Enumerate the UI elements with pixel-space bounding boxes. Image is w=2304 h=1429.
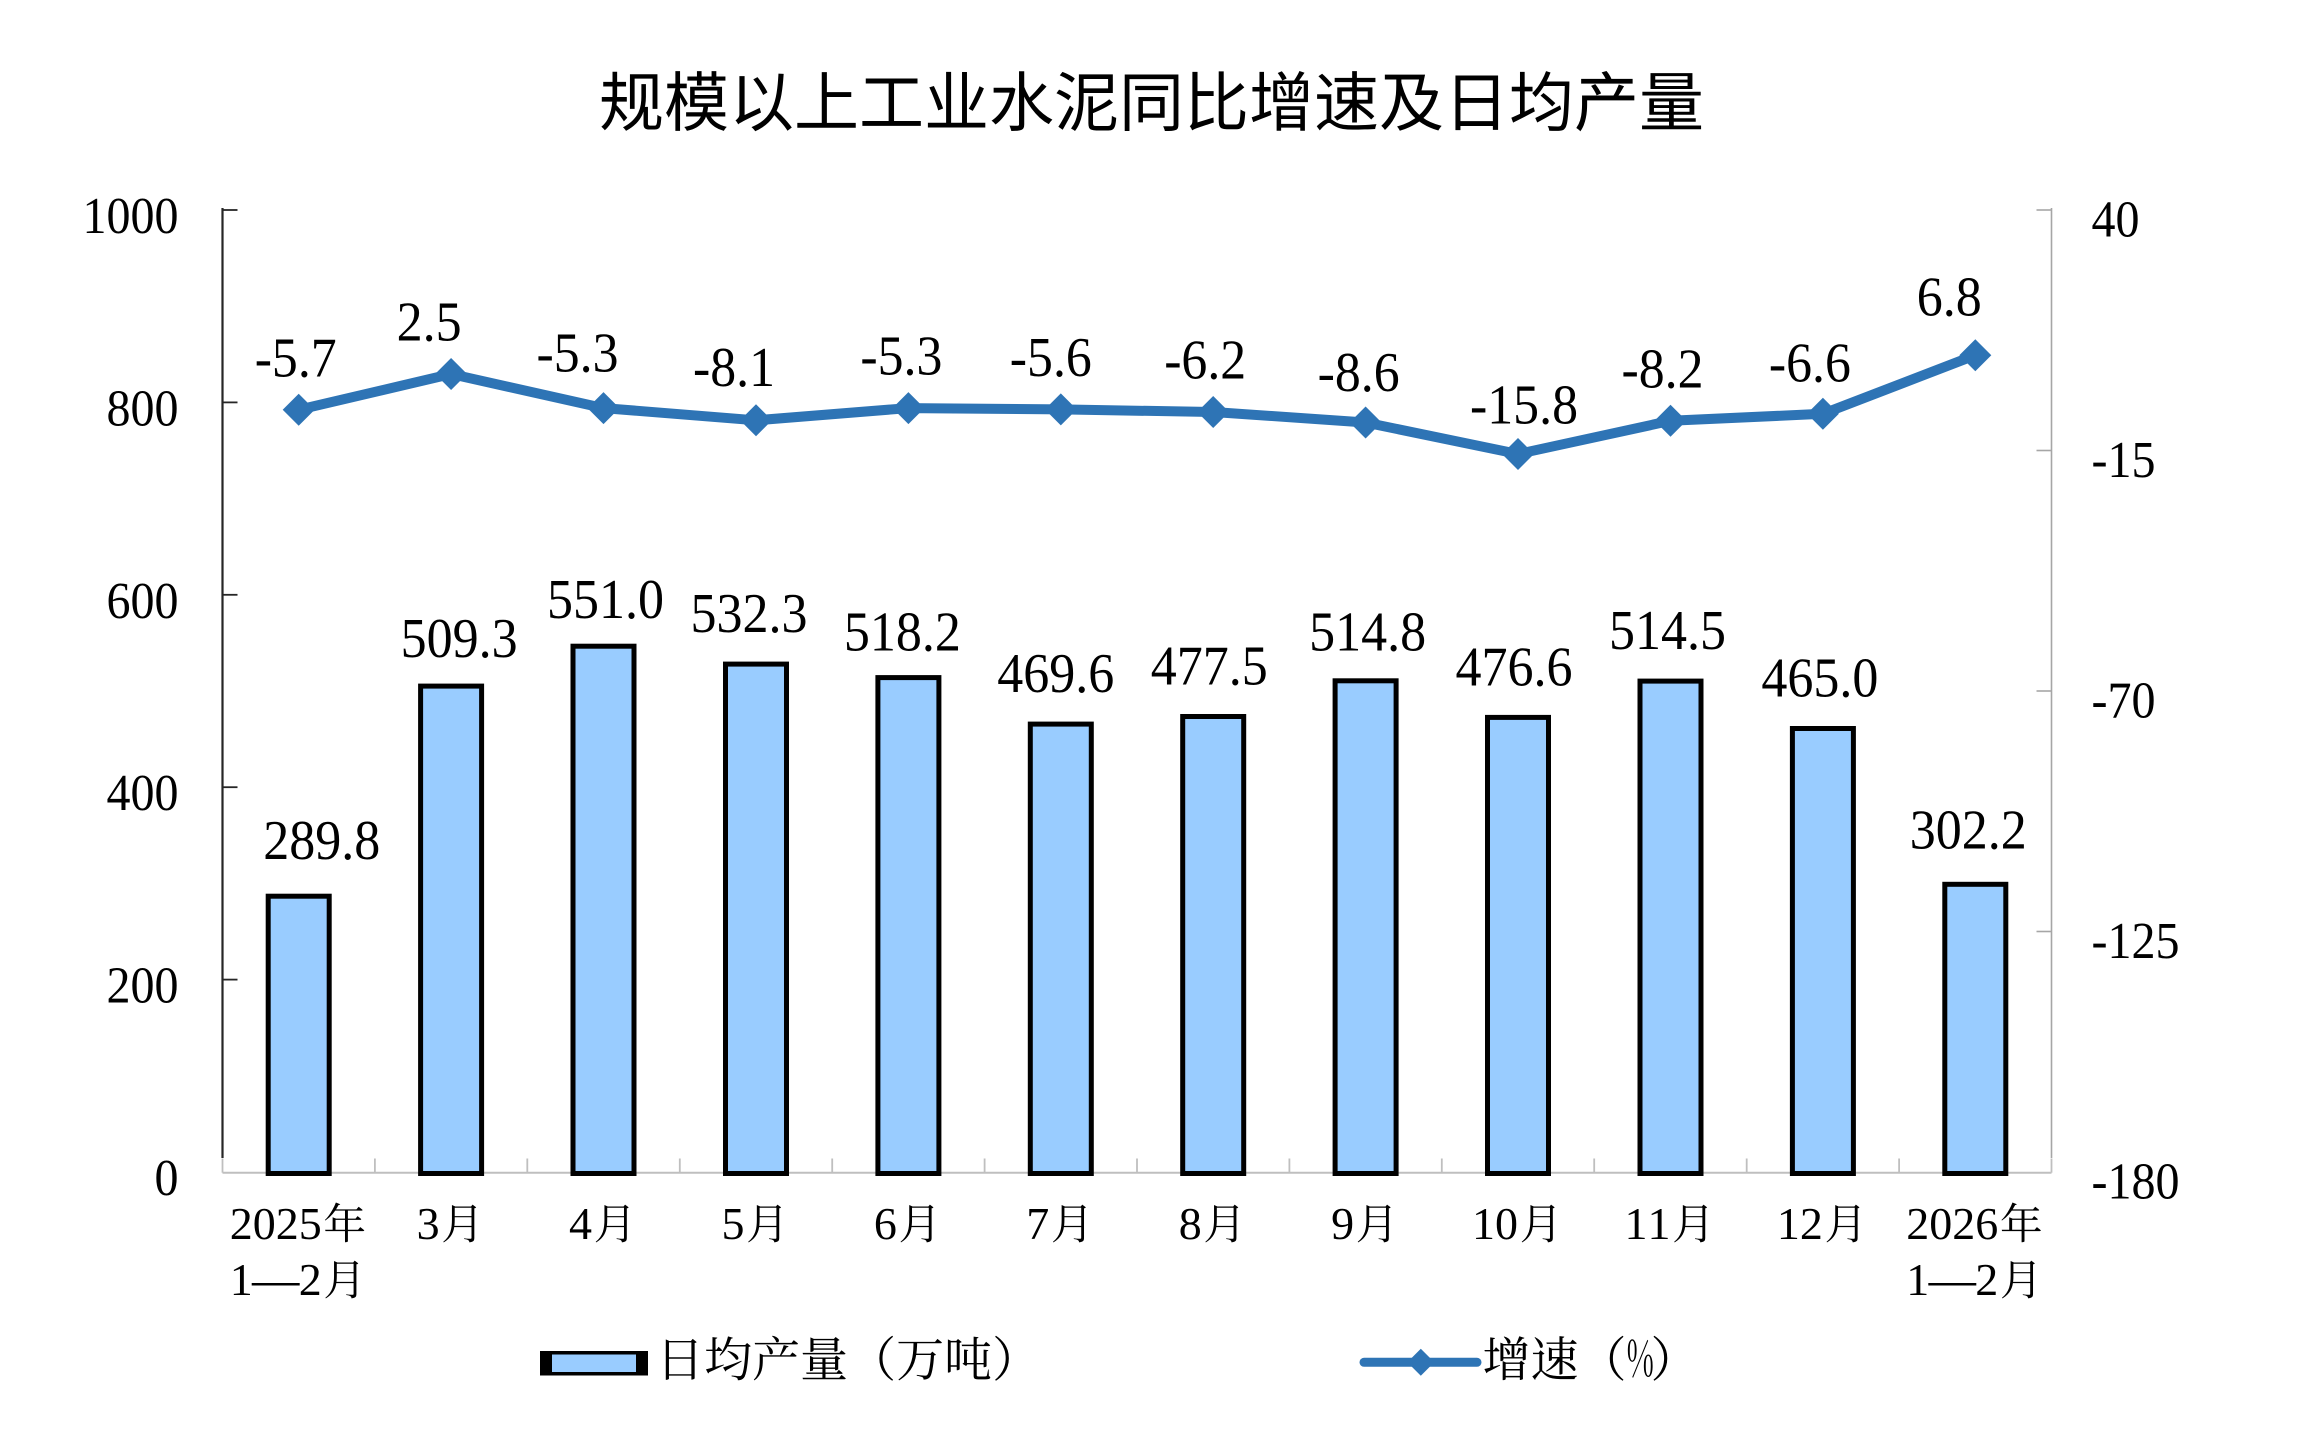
svg-text:514.8: 514.8 [1309,601,1426,663]
svg-text:-8.2: -8.2 [1622,338,1704,400]
svg-text:-125: -125 [2092,913,2180,970]
svg-text:-70: -70 [2092,673,2156,730]
svg-text:509.3: 509.3 [401,608,518,670]
svg-text:465.0: 465.0 [1761,648,1878,710]
svg-text:514.5: 514.5 [1609,600,1726,662]
svg-text:2: 2 [1975,1254,1998,1305]
svg-text:551.0: 551.0 [547,569,664,631]
svg-text:0: 0 [1495,1198,1518,1249]
svg-text:532.3: 532.3 [691,583,808,645]
svg-text:-5.7: -5.7 [255,327,337,389]
svg-text:476.6: 476.6 [1456,636,1573,698]
svg-text:-8.6: -8.6 [1318,342,1400,404]
svg-text:1000: 1000 [83,188,179,245]
svg-text:1: 1 [1625,1198,1648,1249]
svg-text:-8.1: -8.1 [693,337,775,399]
svg-text:400: 400 [107,765,179,822]
svg-text:2: 2 [1800,1198,1823,1249]
svg-text:2: 2 [1952,1198,1975,1249]
svg-text:-180: -180 [2092,1154,2180,1211]
svg-text:0: 0 [253,1198,276,1249]
svg-text:2: 2 [1906,1198,1929,1249]
svg-text:9: 9 [1331,1198,1354,1249]
svg-text:600: 600 [107,573,179,630]
svg-text:6: 6 [874,1198,897,1249]
svg-text:302.2: 302.2 [1910,799,2027,861]
svg-text:289.8: 289.8 [263,810,380,872]
svg-text:-6.6: -6.6 [1769,332,1851,394]
svg-text:2: 2 [230,1198,253,1249]
svg-text:0: 0 [1929,1198,1952,1249]
svg-text:477.5: 477.5 [1151,636,1268,698]
svg-text:2: 2 [299,1254,322,1305]
svg-text:-6.2: -6.2 [1164,330,1246,392]
svg-text:200: 200 [107,958,179,1015]
svg-text:-5.3: -5.3 [537,323,619,385]
svg-text:8: 8 [1179,1198,1202,1249]
svg-text:2.5: 2.5 [397,292,462,354]
svg-text:7: 7 [1026,1198,1049,1249]
svg-text:518.2: 518.2 [844,602,961,664]
svg-text:2: 2 [276,1198,299,1249]
svg-text:469.6: 469.6 [997,643,1114,705]
svg-text:-5.6: -5.6 [1010,327,1092,389]
svg-text:-5.3: -5.3 [860,326,942,388]
svg-text:5: 5 [299,1198,322,1249]
svg-text:4: 4 [569,1198,592,1249]
svg-text:-15: -15 [2092,432,2156,489]
svg-text:1: 1 [1777,1198,1800,1249]
svg-text:800: 800 [107,380,179,437]
svg-text:1: 1 [1906,1254,1929,1305]
svg-text:-15.8: -15.8 [1470,375,1578,437]
svg-text:1: 1 [1472,1198,1495,1249]
svg-text:6.8: 6.8 [1917,267,1982,329]
svg-text:3: 3 [417,1198,440,1249]
svg-text:1: 1 [230,1254,253,1305]
svg-text:5: 5 [722,1198,745,1249]
svg-text:6: 6 [1975,1198,1998,1249]
svg-text:0: 0 [155,1150,179,1207]
svg-text:40: 40 [2092,192,2140,249]
svg-text:1: 1 [1648,1198,1671,1249]
